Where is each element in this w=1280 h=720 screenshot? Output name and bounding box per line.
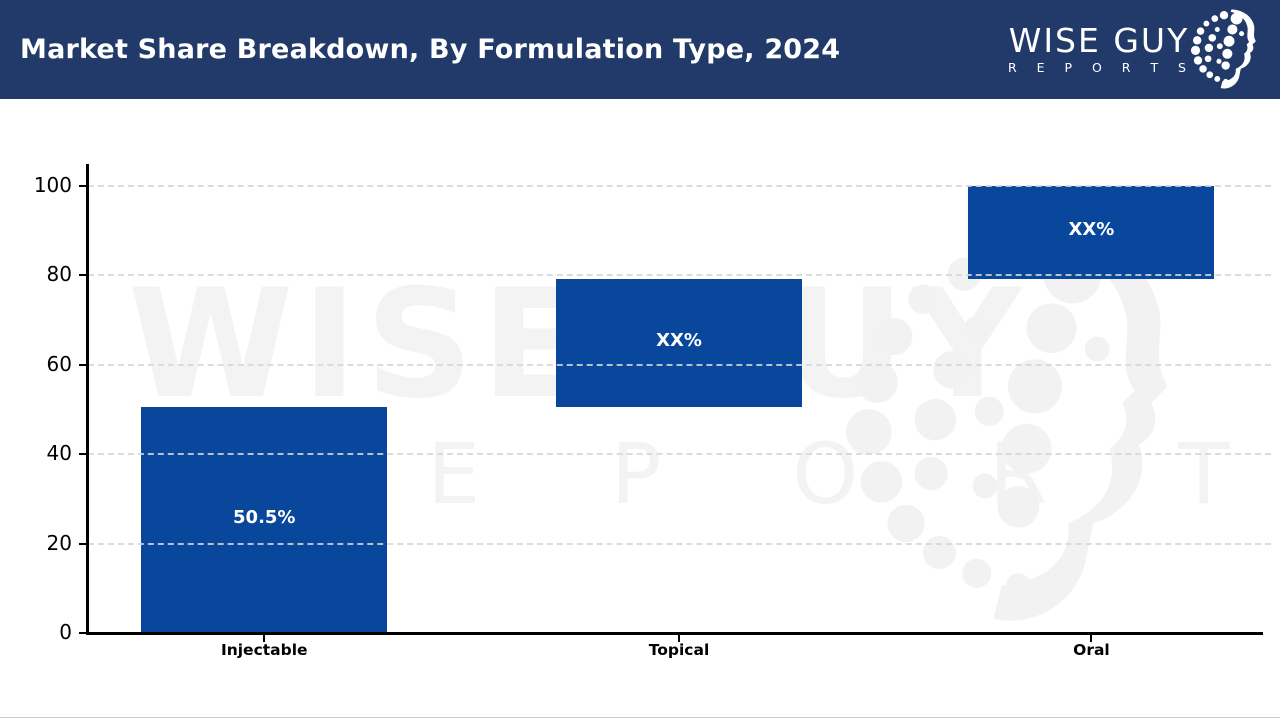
header-bar: Market Share Breakdown, By Formulation T… [0, 0, 1280, 99]
y-tick-label: 20 [46, 530, 72, 555]
bar-value-label: XX% [1068, 219, 1115, 241]
y-tick-label: 0 [59, 620, 72, 644]
y-tick-label: 60 [46, 351, 72, 376]
x-tick-label: Oral [1073, 641, 1110, 659]
y-axis [86, 164, 89, 635]
gridline [88, 453, 1271, 456]
bar-topical [556, 278, 803, 408]
brand-logo: WISE GUY R E P O R T S [1004, 6, 1266, 94]
x-axis [86, 632, 1263, 635]
logo-wordmark: WISE GUY [1008, 21, 1190, 61]
y-tick-label: 100 [33, 173, 72, 197]
y-tick-label: 80 [46, 262, 72, 287]
y-tick-mark [79, 363, 87, 366]
x-tick-label: Injectable [220, 641, 308, 659]
y-tick-mark [79, 542, 87, 545]
brand-text: WISE GUY R E P O R T S [1004, 24, 1194, 75]
bottom-divider [0, 717, 1280, 718]
y-tick-mark [79, 185, 87, 187]
gridline [88, 185, 1271, 187]
bar-value-label: XX% [656, 330, 702, 352]
bar-value-label: 50.5% [233, 507, 296, 529]
y-tick-mark [79, 274, 87, 277]
gridline [88, 363, 1271, 366]
gridline [88, 274, 1271, 277]
gridline [88, 542, 1271, 545]
bar-injectable [141, 407, 388, 633]
bar-oral [968, 186, 1215, 279]
y-tick-mark [79, 632, 87, 634]
x-tick-mark [678, 635, 681, 642]
x-tick-mark [1090, 635, 1093, 642]
y-tick-label: 40 [46, 441, 72, 466]
logo-reports-label: R E P O R T S [1007, 60, 1194, 76]
x-tick-label: Topical [648, 641, 710, 659]
x-tick-mark [263, 635, 266, 642]
y-tick-mark [79, 453, 87, 456]
page-title: Market Share Breakdown, By Formulation T… [20, 34, 841, 65]
